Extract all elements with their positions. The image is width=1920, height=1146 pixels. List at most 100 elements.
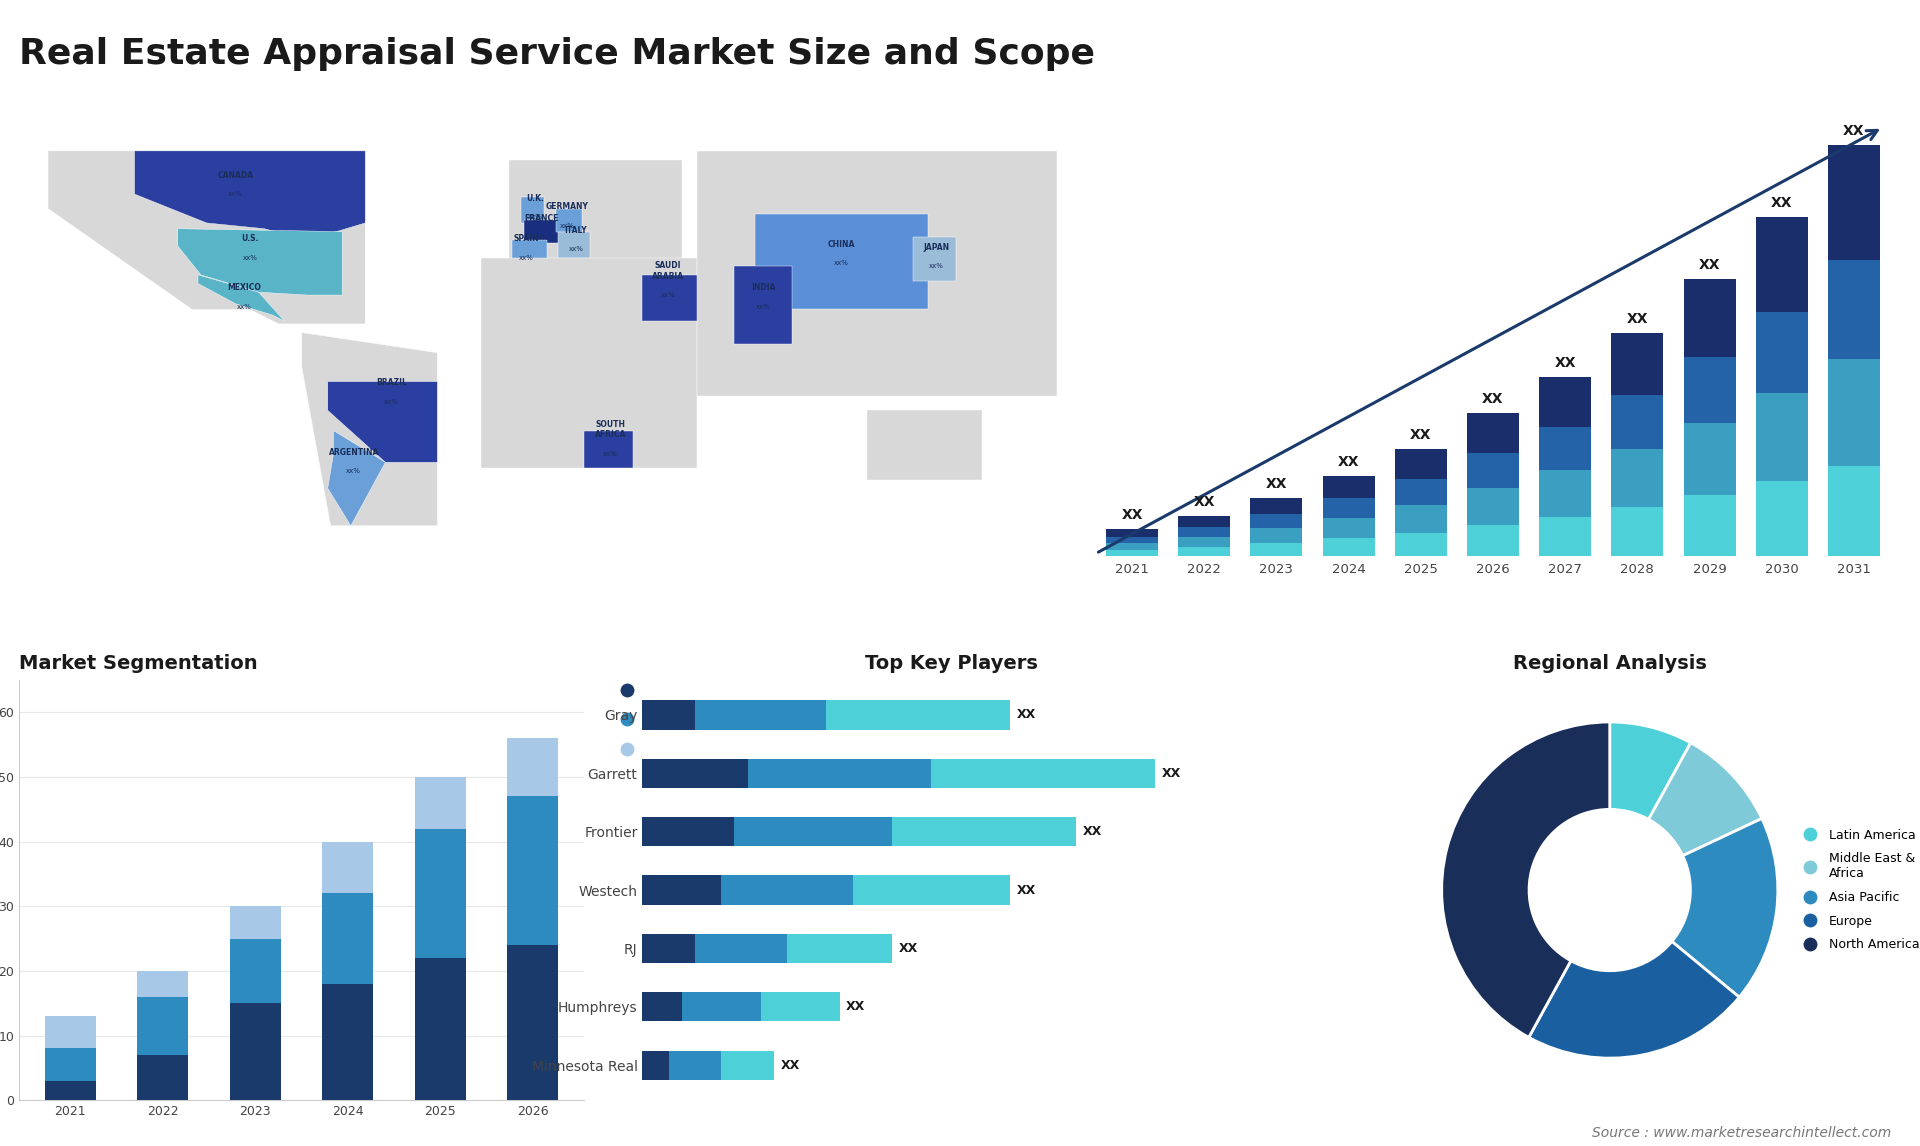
- Text: xx%: xx%: [384, 399, 399, 405]
- Polygon shape: [555, 209, 582, 231]
- Text: XX: XX: [1409, 427, 1432, 442]
- Bar: [1179, 536, 1231, 548]
- Text: JAPAN: JAPAN: [924, 243, 948, 252]
- Bar: [695, 700, 826, 730]
- Bar: [1684, 423, 1736, 495]
- Polygon shape: [1636, 38, 1803, 105]
- Text: XX: XX: [1482, 392, 1503, 406]
- Bar: [230, 906, 280, 939]
- Bar: [1684, 495, 1736, 556]
- Text: xx%: xx%: [242, 254, 257, 260]
- Bar: [1394, 504, 1448, 533]
- Bar: [323, 893, 372, 983]
- Text: XX: XX: [1770, 196, 1793, 210]
- Bar: [735, 817, 893, 846]
- Bar: [1611, 332, 1663, 395]
- Text: xx%: xx%: [660, 292, 676, 298]
- Bar: [1755, 481, 1809, 556]
- Text: Market Segmentation: Market Segmentation: [19, 654, 257, 673]
- Polygon shape: [328, 382, 438, 462]
- Bar: [643, 876, 722, 904]
- Bar: [138, 971, 188, 997]
- Text: INDIA: INDIA: [751, 283, 776, 292]
- Bar: [852, 876, 1010, 904]
- Bar: [230, 939, 280, 1003]
- Text: MARKET: MARKET: [1812, 45, 1857, 55]
- Polygon shape: [868, 410, 983, 480]
- Bar: [415, 777, 465, 829]
- Text: XX: XX: [1338, 455, 1359, 469]
- Text: Source : www.marketresearchintellect.com: Source : www.marketresearchintellect.com: [1592, 1127, 1891, 1140]
- Bar: [1540, 470, 1592, 517]
- Wedge shape: [1649, 743, 1763, 856]
- Polygon shape: [733, 266, 793, 344]
- Bar: [1755, 312, 1809, 393]
- Bar: [1540, 427, 1592, 470]
- Text: XX: XX: [1699, 258, 1720, 272]
- Bar: [695, 934, 787, 963]
- Legend: Type, Application, Geography: Type, Application, Geography: [607, 678, 732, 762]
- Text: xx%: xx%: [528, 214, 543, 220]
- Bar: [1828, 359, 1880, 465]
- Title: Top Key Players: Top Key Players: [864, 654, 1037, 673]
- Bar: [507, 796, 559, 945]
- Text: XX: XX: [1194, 495, 1215, 509]
- Bar: [1106, 550, 1158, 556]
- Bar: [1540, 377, 1592, 427]
- Text: XX: XX: [1083, 825, 1102, 838]
- Wedge shape: [1672, 818, 1778, 997]
- Bar: [1106, 543, 1158, 550]
- Text: Real Estate Appraisal Service Market Size and Scope: Real Estate Appraisal Service Market Siz…: [19, 37, 1094, 71]
- Bar: [1106, 529, 1158, 536]
- Bar: [643, 817, 735, 846]
- Text: ARGENTINA: ARGENTINA: [328, 448, 378, 456]
- Text: CANADA: CANADA: [217, 171, 253, 180]
- FancyBboxPatch shape: [19, 108, 1058, 540]
- Text: CHINA: CHINA: [828, 240, 854, 249]
- Polygon shape: [755, 214, 927, 309]
- Text: xx%: xx%: [346, 468, 361, 474]
- Bar: [1394, 449, 1448, 479]
- Bar: [1467, 487, 1519, 525]
- Text: XX: XX: [1018, 708, 1037, 722]
- Text: XX: XX: [780, 1059, 799, 1072]
- Bar: [643, 992, 682, 1021]
- Bar: [1828, 260, 1880, 359]
- Bar: [230, 1003, 280, 1100]
- Bar: [722, 876, 852, 904]
- Text: SOUTH
AFRICA: SOUTH AFRICA: [595, 419, 626, 439]
- Text: xx%: xx%: [518, 254, 534, 260]
- Text: xx%: xx%: [833, 260, 849, 267]
- Bar: [1467, 414, 1519, 453]
- Text: FRANCE: FRANCE: [524, 214, 559, 223]
- Text: XX: XX: [1018, 884, 1037, 896]
- Bar: [44, 1049, 96, 1081]
- Legend: Latin America, Middle East &
Africa, Asia Pacific, Europe, North America: Latin America, Middle East & Africa, Asi…: [1793, 824, 1920, 956]
- Text: XX: XX: [1843, 124, 1864, 139]
- Bar: [643, 700, 695, 730]
- Text: RESEARCH: RESEARCH: [1812, 66, 1870, 77]
- Bar: [1467, 525, 1519, 556]
- Bar: [1828, 146, 1880, 260]
- Text: SPAIN: SPAIN: [515, 234, 540, 243]
- Bar: [643, 759, 747, 788]
- Bar: [1540, 517, 1592, 556]
- Polygon shape: [480, 258, 697, 468]
- Polygon shape: [509, 159, 682, 266]
- Wedge shape: [1442, 722, 1609, 1037]
- Bar: [1394, 533, 1448, 556]
- Text: M: M: [1638, 60, 1663, 84]
- Bar: [138, 997, 188, 1055]
- Text: XX: XX: [1626, 312, 1647, 325]
- Text: GERMANY: GERMANY: [545, 203, 589, 211]
- Polygon shape: [134, 151, 365, 241]
- Bar: [1323, 518, 1375, 539]
- Bar: [643, 1051, 668, 1080]
- Bar: [415, 829, 465, 958]
- Text: xx%: xx%: [929, 264, 943, 269]
- Polygon shape: [520, 197, 543, 223]
- Text: xx%: xx%: [236, 304, 252, 309]
- Bar: [1250, 543, 1302, 556]
- Text: U.S.: U.S.: [242, 234, 259, 243]
- Text: XX: XX: [847, 1000, 866, 1013]
